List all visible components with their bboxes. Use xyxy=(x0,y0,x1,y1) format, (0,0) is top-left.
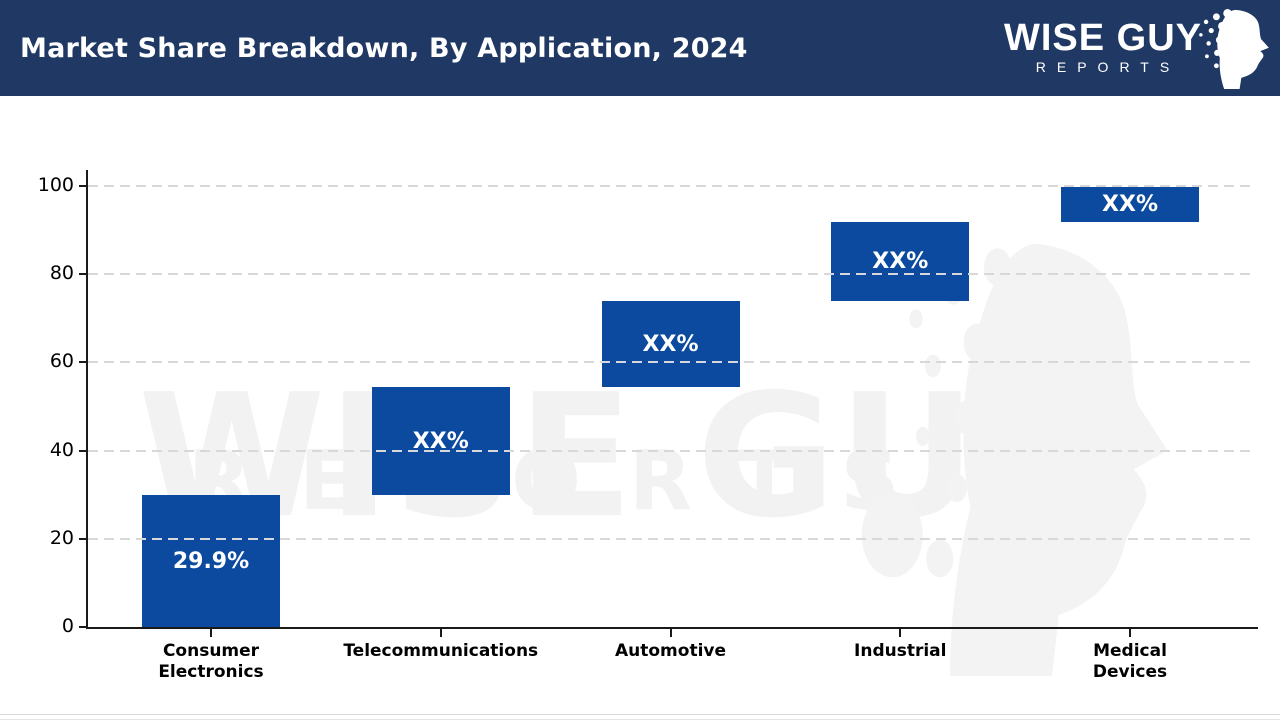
y-tick-label-20: 20 xyxy=(49,526,74,549)
logo-text-reports: REPORTS xyxy=(1035,59,1181,76)
x-tick-3 xyxy=(899,629,902,637)
x-axis-line xyxy=(86,627,1258,629)
x-category-label: Telecommunications xyxy=(343,641,539,661)
bar-value-label: 29.9% xyxy=(172,548,250,574)
bar-automotive: XX% xyxy=(601,301,740,388)
watermark-wordmark: WISE GUY xyxy=(138,358,1104,556)
x-tick-2 xyxy=(669,629,672,637)
y-tick-0 xyxy=(79,626,87,628)
bar-consumer-electronics: 29.9% xyxy=(142,495,280,627)
y-tick-100 xyxy=(79,185,87,187)
y-tick-label-100: 100 xyxy=(37,174,74,196)
y-tick-label-0: 0 xyxy=(61,615,74,637)
footer-hairline xyxy=(0,714,1280,715)
x-category-label: Industrial xyxy=(854,641,947,661)
logo-text-wiseguy: WISE GUY xyxy=(1003,16,1202,59)
gridline-y-40 xyxy=(88,449,1256,452)
bar-telecommunications: XX% xyxy=(371,387,510,496)
header-bar: Market Share Breakdown, By Application, … xyxy=(0,0,1280,96)
y-tick-60 xyxy=(79,361,87,364)
y-axis-line xyxy=(86,170,88,629)
watermark-head-icon xyxy=(861,243,1168,676)
bar-industrial: XX% xyxy=(831,222,970,302)
x-tick-1 xyxy=(439,629,442,637)
watermark-reports: REPORTS xyxy=(188,434,948,529)
logo-wordmark: WISE GUY REPORTS xyxy=(1003,16,1202,76)
x-tick-0 xyxy=(210,629,212,637)
plot-area: WISE GUY REPORTS 0 20 40 60 80 100 29.9% Consum… xyxy=(0,96,1280,714)
y-tick-20 xyxy=(79,537,87,540)
bar-value-label: XX% xyxy=(642,331,699,357)
bar-value-label: XX% xyxy=(412,428,469,454)
x-category-label: Automotive xyxy=(614,641,727,661)
logo-head-icon xyxy=(1199,9,1269,90)
gridline-y-100 xyxy=(88,185,1256,187)
y-tick-label-40: 40 xyxy=(49,438,74,461)
x-category-label: Consumer Electronics xyxy=(158,641,264,683)
y-tick-label-60: 60 xyxy=(49,350,74,373)
y-tick-label-80: 80 xyxy=(49,262,74,285)
bar-value-label: XX% xyxy=(1102,192,1158,217)
gridline-y-20 xyxy=(88,537,1256,540)
bar-value-label: XX% xyxy=(872,249,929,275)
gridline-y-80 xyxy=(88,273,1256,276)
x-tick-4 xyxy=(1129,629,1131,637)
x-category-label: Medical Devices xyxy=(1092,641,1168,683)
wiseguy-logo: WISE GUY REPORTS xyxy=(1004,4,1274,90)
y-tick-80 xyxy=(79,273,87,276)
bar-medical-devices: XX% xyxy=(1061,186,1199,223)
y-tick-40 xyxy=(79,449,87,452)
gridline-y-60 xyxy=(88,361,1256,364)
page-title: Market Share Breakdown, By Application, … xyxy=(20,32,748,64)
